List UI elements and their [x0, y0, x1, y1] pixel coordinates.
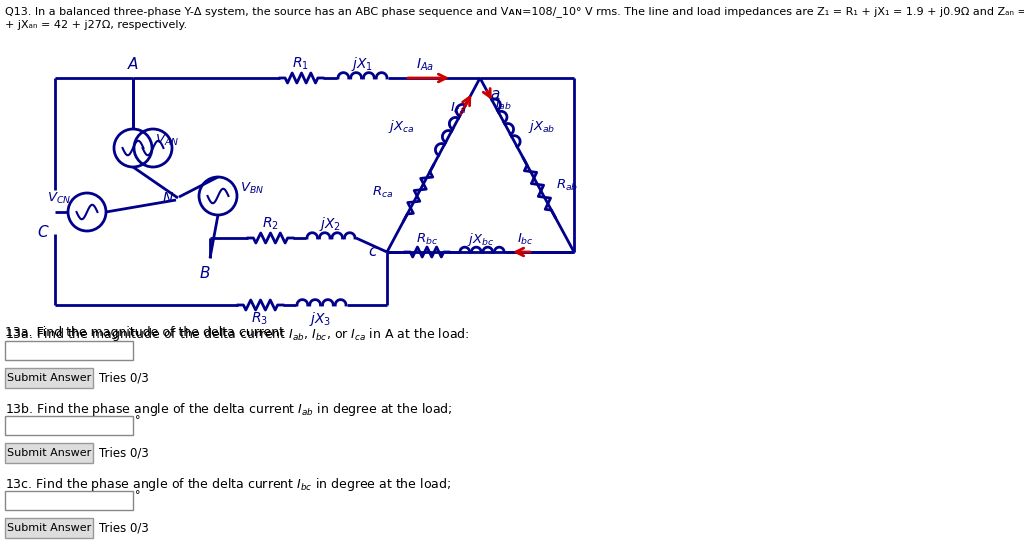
Text: $R_1$: $R_1$ — [292, 56, 308, 72]
Text: $N$: $N$ — [162, 191, 174, 205]
Text: 13a. Find the magnitude of the delta current $I_{ab}$, $I_{bc}$, or $I_{ca}$ in : 13a. Find the magnitude of the delta cur… — [5, 326, 469, 343]
Text: $I_{Aa}$: $I_{Aa}$ — [416, 57, 434, 73]
Text: $R_{ca}$: $R_{ca}$ — [373, 185, 393, 201]
Text: $I_{ca}$: $I_{ca}$ — [450, 100, 466, 116]
Text: °: ° — [135, 490, 140, 500]
Text: 13b. Find the phase angle of the delta current $I_{ab}$ in degree at the load;: 13b. Find the phase angle of the delta c… — [5, 401, 453, 418]
Bar — [5, 341, 133, 360]
Text: Submit Answer: Submit Answer — [7, 448, 91, 458]
Text: $jX_{bc}$: $jX_{bc}$ — [467, 231, 495, 247]
Text: $R_2$: $R_2$ — [261, 216, 279, 232]
Text: $jX_2$: $jX_2$ — [318, 215, 341, 233]
Text: $V_{AN}$: $V_{AN}$ — [155, 132, 179, 148]
Text: Tries 0/3: Tries 0/3 — [99, 522, 148, 535]
Text: Tries 0/3: Tries 0/3 — [99, 372, 148, 385]
Text: $jX_1$: $jX_1$ — [351, 55, 373, 73]
Text: $jX_{ca}$: $jX_{ca}$ — [387, 118, 414, 135]
Bar — [5, 368, 93, 388]
Bar — [5, 491, 133, 510]
Text: Submit Answer: Submit Answer — [7, 373, 91, 383]
Bar — [5, 416, 133, 435]
Text: $jX_3$: $jX_3$ — [309, 310, 331, 328]
Text: $jX_{ab}$: $jX_{ab}$ — [528, 118, 556, 135]
Text: Tries 0/3: Tries 0/3 — [99, 446, 148, 459]
Text: $C$: $C$ — [37, 224, 49, 240]
Text: $c$: $c$ — [368, 245, 378, 259]
Text: $R_3$: $R_3$ — [252, 311, 268, 327]
Bar — [5, 443, 93, 463]
Text: °: ° — [135, 415, 140, 425]
Text: 13a. Find the magnitude of the delta current: 13a. Find the magnitude of the delta cur… — [5, 326, 288, 339]
Text: + jXₐₙ = 42 + j27Ω, respectively.: + jXₐₙ = 42 + j27Ω, respectively. — [5, 20, 187, 30]
Bar — [5, 518, 93, 538]
Text: $V_{BN}$: $V_{BN}$ — [240, 180, 264, 196]
Text: Q13. In a balanced three-phase Y-Δ system, the source has an ABC phase sequence : Q13. In a balanced three-phase Y-Δ syste… — [5, 6, 1024, 17]
Text: $R_{ab}$: $R_{ab}$ — [556, 178, 579, 193]
Text: $I_{bc}$: $I_{bc}$ — [517, 232, 534, 246]
Text: 13c. Find the phase angle of the delta current $I_{bc}$ in degree at the load;: 13c. Find the phase angle of the delta c… — [5, 476, 451, 493]
Text: $a$: $a$ — [490, 88, 501, 102]
Text: $I_{ab}$: $I_{ab}$ — [496, 96, 513, 112]
Text: $B$: $B$ — [200, 265, 211, 281]
Text: $R_{bc}$: $R_{bc}$ — [416, 232, 438, 246]
Text: $V_{CN}$: $V_{CN}$ — [47, 190, 71, 205]
Text: $A$: $A$ — [127, 56, 139, 72]
Text: Submit Answer: Submit Answer — [7, 523, 91, 533]
